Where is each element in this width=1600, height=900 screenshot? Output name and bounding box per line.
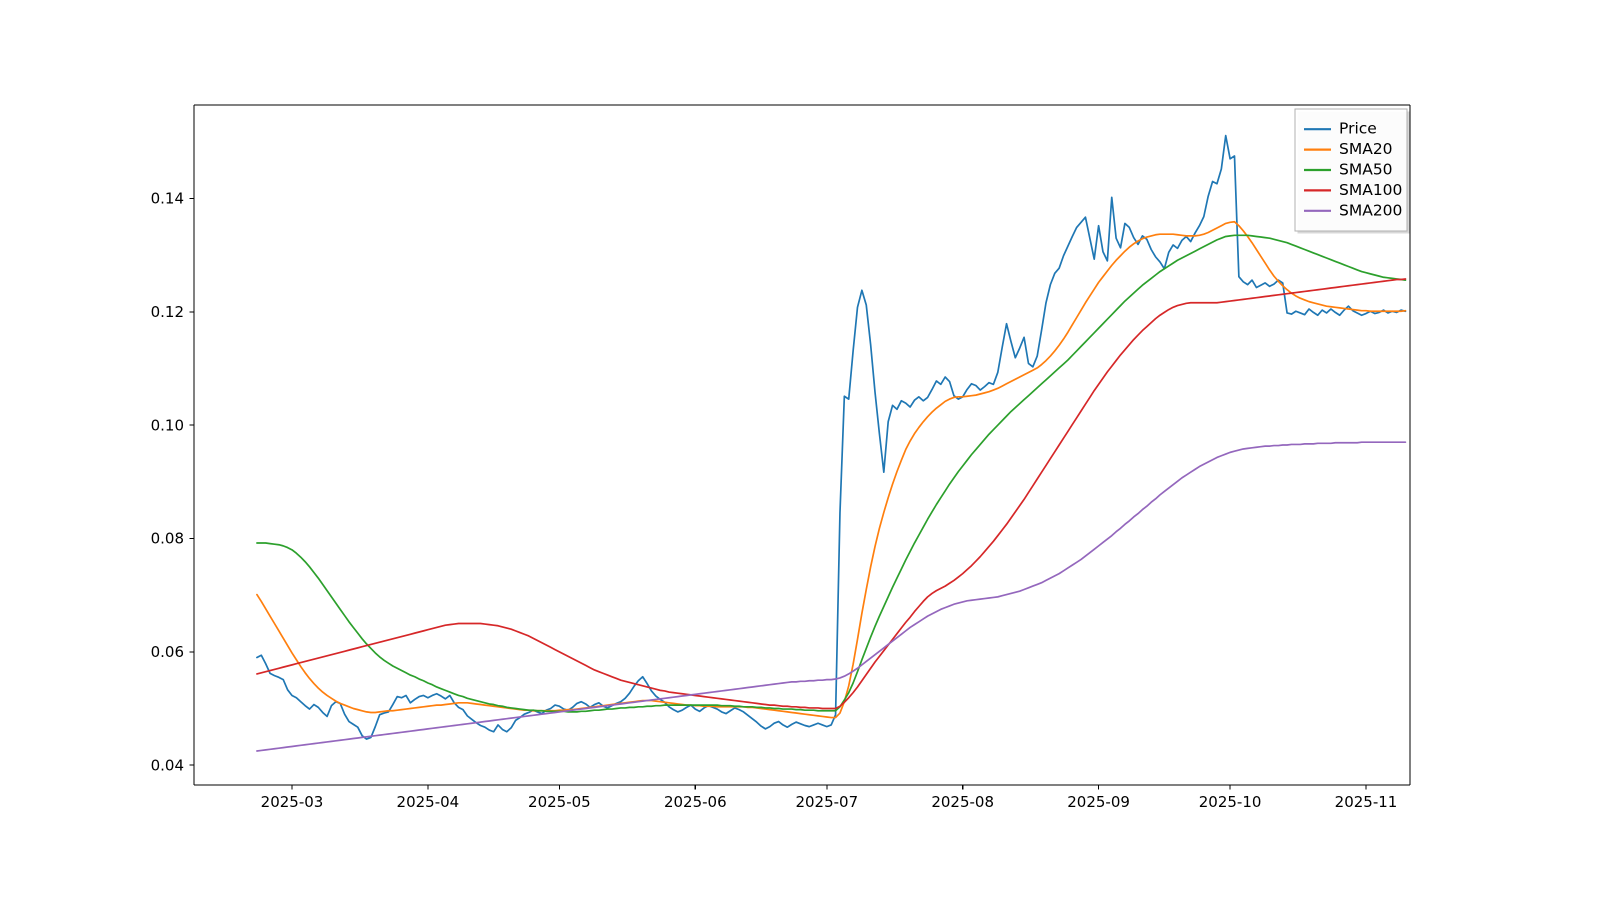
data-series-group	[256, 134, 1407, 752]
x-tick-label: 2025-10	[1199, 793, 1262, 811]
series-line-sma20	[256, 220, 1407, 719]
x-tick-label: 2025-11	[1335, 793, 1398, 811]
chart-legend[interactable]: Price SMA20 SMA50 SMA100 SMA200	[1294, 108, 1410, 234]
legend-label-sma100[interactable]: SMA100	[1339, 181, 1402, 199]
legend-label-sma50[interactable]: SMA50	[1339, 161, 1393, 179]
y-tick-label: 0.04	[151, 756, 184, 774]
series-line-sma100	[256, 278, 1407, 710]
x-tick-label: 2025-04	[397, 793, 460, 811]
series-line-price	[256, 134, 1407, 740]
x-axis-ticks: 2025-03 2025-04 2025-05 2025-06 2025-07 2025-…	[261, 785, 1398, 811]
x-tick-label: 2025-03	[261, 793, 324, 811]
x-tick-label: 2025-05	[528, 793, 591, 811]
y-axis-ticks: 0.04 0.06 0.08 0.10 0.12 0.14	[151, 190, 194, 774]
legend-label-sma20[interactable]: SMA20	[1339, 140, 1393, 158]
legend-label-price[interactable]: Price	[1339, 120, 1377, 138]
x-tick-label: 2025-06	[664, 793, 727, 811]
axes-spines	[193, 104, 1411, 786]
legend-label-sma200[interactable]: SMA200	[1339, 201, 1402, 219]
y-tick-label: 0.12	[151, 303, 184, 321]
plot-background	[194, 105, 1410, 785]
x-tick-label: 2025-09	[1067, 793, 1130, 811]
y-tick-label: 0.06	[151, 643, 184, 661]
x-tick-label: 2025-08	[931, 793, 994, 811]
y-tick-label: 0.14	[151, 190, 184, 208]
y-tick-label: 0.10	[151, 416, 184, 434]
series-line-sma200	[256, 441, 1407, 752]
x-tick-label: 2025-07	[795, 793, 858, 811]
series-line-sma50	[256, 234, 1407, 713]
y-tick-label: 0.08	[151, 530, 184, 548]
